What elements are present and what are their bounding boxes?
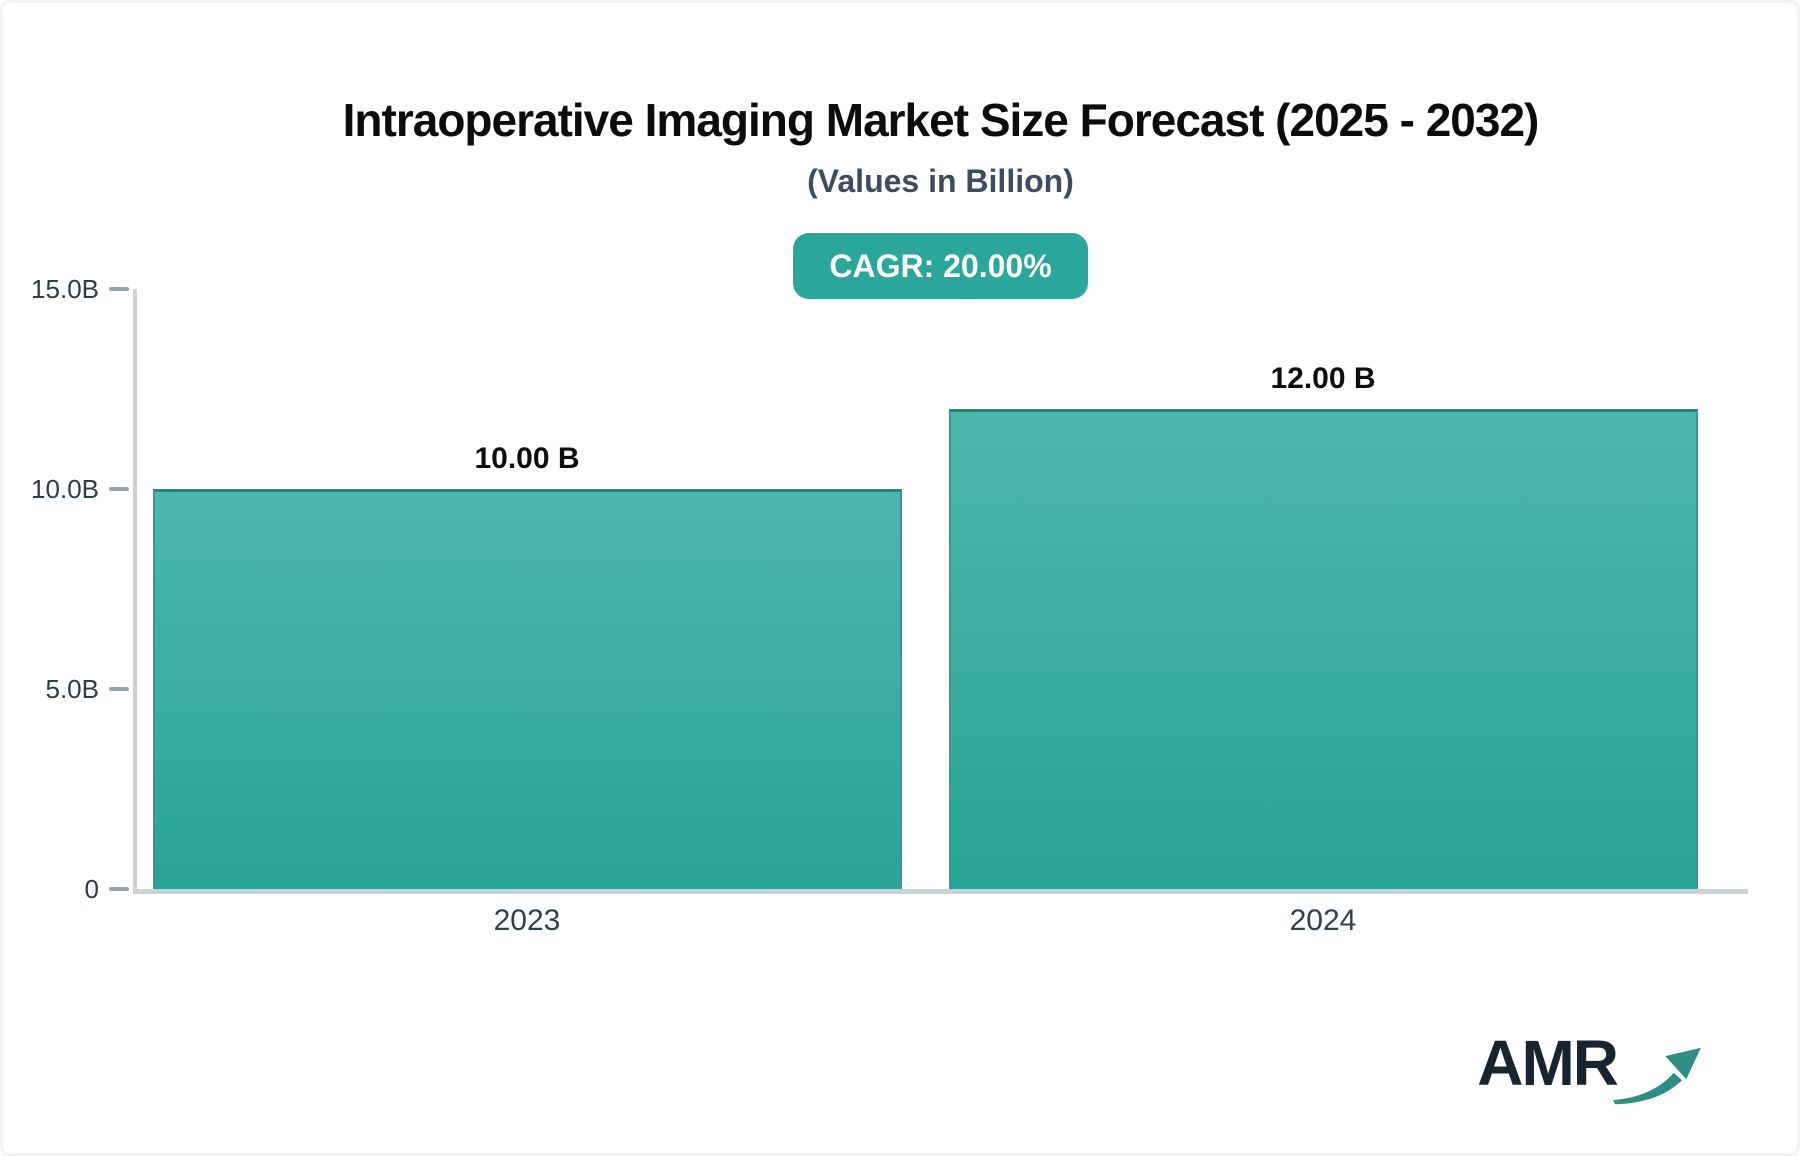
bar-value-label: 12.00 B bbox=[1270, 362, 1376, 395]
y-axis-tick-mark bbox=[109, 887, 129, 891]
trend-arrow-icon bbox=[1613, 1047, 1701, 1105]
bar-value-label: 10.00 B bbox=[474, 442, 580, 475]
y-axis-line bbox=[133, 289, 137, 894]
x-axis-label: 2024 bbox=[1289, 904, 1357, 937]
chart-subtitle: (Values in Billion) bbox=[807, 163, 1074, 199]
amr-logo: AMR bbox=[1477, 1031, 1703, 1105]
chart-header: Intraoperative Imaging Market Size Forec… bbox=[133, 91, 1748, 299]
y-axis-tick-label: 10.0B bbox=[31, 474, 99, 504]
amr-logo-text: AMR bbox=[1477, 1027, 1619, 1099]
y-axis-tick-label: 5.0B bbox=[45, 674, 100, 704]
x-axis-label: 2023 bbox=[493, 904, 561, 937]
y-axis-tick-mark bbox=[109, 287, 129, 291]
chart-title: Intraoperative Imaging Market Size Forec… bbox=[342, 94, 1540, 146]
cagr-badge: CAGR: 20.00% bbox=[793, 233, 1088, 299]
y-axis-tick-label: 15.0B bbox=[31, 274, 99, 304]
x-axis-line bbox=[133, 889, 1748, 894]
bar bbox=[948, 409, 1698, 889]
y-axis-tick-label: 0 bbox=[84, 874, 99, 904]
y-axis-tick-mark bbox=[109, 487, 129, 491]
y-axis-tick-mark bbox=[109, 687, 129, 691]
plot-area: 0 5.0B 10.0B 15.0B 10.00 B 2023 12.00 B 2024 bbox=[3, 3, 1797, 1153]
bar bbox=[152, 489, 902, 889]
